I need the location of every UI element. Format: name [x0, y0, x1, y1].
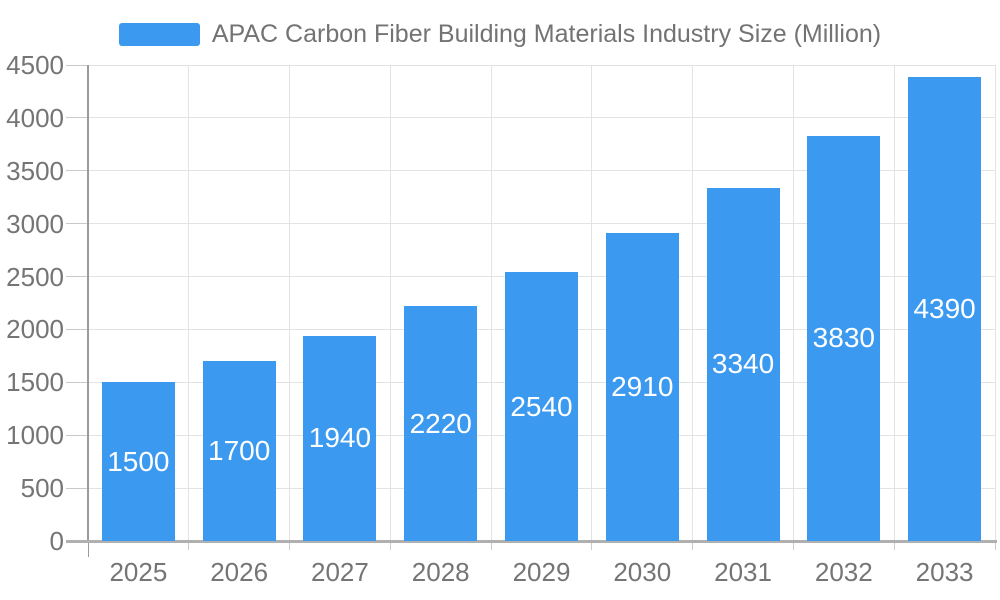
bar-value-label: 2220	[409, 407, 472, 439]
bar-2025[interactable]	[101, 382, 175, 541]
y-tick-label: 1000	[6, 420, 64, 451]
bar-value-label: 2540	[510, 390, 573, 422]
y-axis-tick	[66, 487, 88, 489]
legend-swatch-icon	[118, 23, 200, 46]
x-tick-label: 2028	[411, 557, 470, 587]
bar-2029[interactable]	[505, 272, 578, 541]
legend-label: APAC Carbon Fiber Building Materials Ind…	[211, 20, 882, 48]
bar-value-label: 2910	[611, 371, 674, 403]
x-axis-tick	[792, 541, 794, 550]
y-axis-tick	[66, 223, 88, 225]
bar-2033[interactable]	[908, 76, 982, 541]
y-gridline	[88, 170, 995, 172]
x-tick-label: 2030	[613, 557, 672, 587]
x-gridline	[490, 65, 492, 541]
bar-2030[interactable]	[605, 233, 679, 541]
y-tick-label: 4500	[6, 50, 64, 80]
x-axis-tick	[490, 541, 492, 550]
bar-2032[interactable]	[807, 135, 881, 541]
x-axis-tick	[289, 541, 291, 550]
x-tick-label: 2026	[210, 557, 269, 587]
bar-value-label: 3340	[711, 348, 775, 380]
y-tick-label: 2500	[6, 261, 64, 292]
y-axis-tick	[66, 276, 88, 278]
x-tick-label: 2031	[714, 557, 772, 587]
bar-value-label: 1500	[107, 445, 170, 477]
x-tick-label: 2025	[109, 557, 168, 587]
y-axis-tick	[66, 381, 88, 383]
x-gridline	[692, 65, 694, 541]
y-axis-tick	[66, 434, 88, 436]
x-axis-tick	[87, 541, 89, 557]
bar-2031[interactable]	[706, 187, 780, 541]
x-axis-tick	[893, 541, 895, 550]
x-tick-label: 2027	[311, 557, 369, 587]
x-tick-label: 2029	[512, 557, 571, 587]
bar-2026[interactable]	[202, 361, 276, 541]
x-gridline	[188, 65, 190, 541]
x-axis-tick	[389, 541, 391, 550]
x-gridline	[591, 65, 593, 541]
y-tick-label: 1500	[6, 367, 64, 398]
y-axis-line	[87, 65, 89, 541]
y-tick-label: 500	[20, 473, 64, 504]
x-gridline	[893, 65, 895, 541]
x-axis-tick	[591, 541, 593, 550]
x-axis-line	[66, 540, 997, 543]
x-gridline	[389, 65, 391, 541]
x-tick-label: 2032	[814, 557, 873, 587]
y-axis-tick	[66, 117, 88, 119]
bar-value-label: 1700	[208, 435, 271, 467]
y-tick-label: 0	[49, 526, 64, 556]
y-axis-tick	[66, 64, 88, 66]
y-axis-tick	[66, 170, 88, 172]
chart-legend[interactable]: APAC Carbon Fiber Building Materials Ind…	[0, 20, 1000, 49]
bar-value-label: 4390	[913, 292, 976, 324]
y-gridline	[88, 64, 995, 66]
bar-2027[interactable]	[303, 335, 377, 541]
x-axis-tick	[692, 541, 694, 550]
y-tick-label: 2000	[6, 314, 64, 345]
x-gridline	[792, 65, 794, 541]
y-tick-label: 3500	[6, 155, 64, 186]
x-axis-tick	[994, 541, 996, 550]
bar-value-label: 1940	[308, 422, 372, 454]
y-tick-label: 4000	[6, 102, 64, 133]
bar-value-label: 3830	[812, 322, 875, 354]
x-tick-label: 2033	[915, 557, 974, 587]
x-axis-tick	[188, 541, 190, 550]
x-gridline	[289, 65, 291, 541]
y-gridline	[88, 223, 995, 225]
x-gridline	[994, 65, 996, 541]
y-tick-label: 3000	[6, 208, 64, 239]
y-gridline	[88, 117, 995, 119]
y-axis-tick	[66, 328, 88, 330]
bar-2028[interactable]	[404, 306, 478, 541]
